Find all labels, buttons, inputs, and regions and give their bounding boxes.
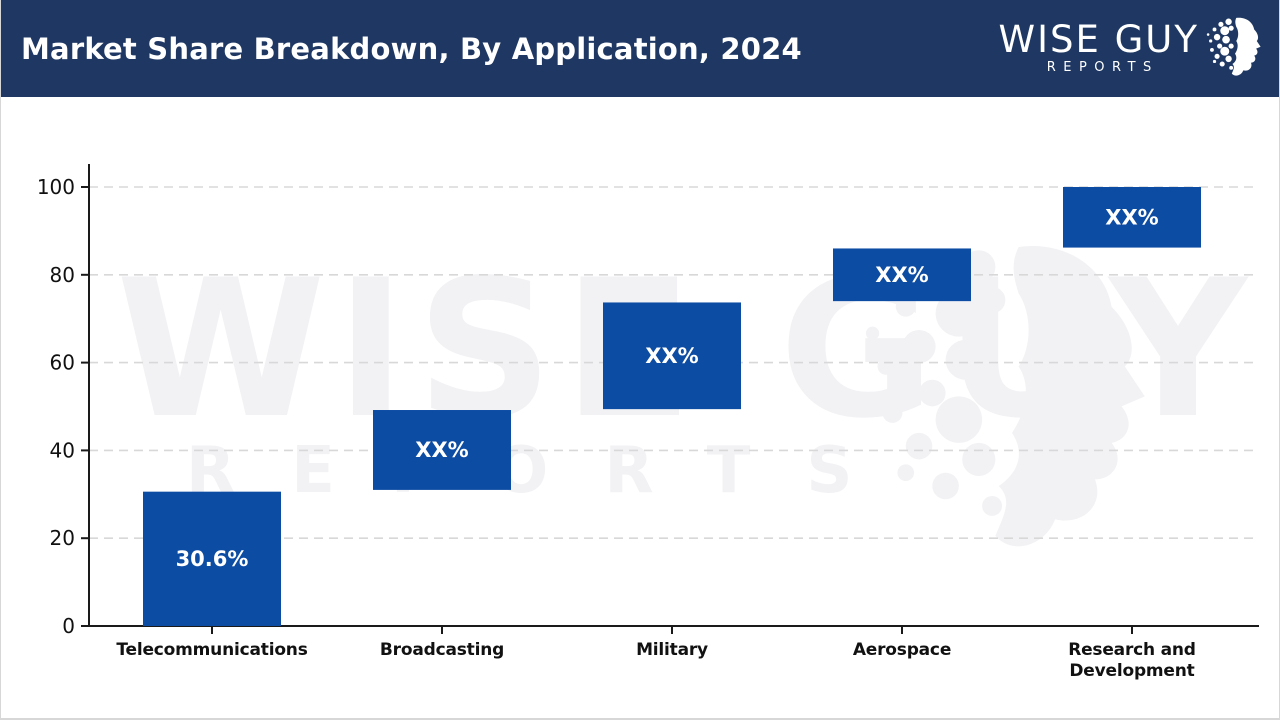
chart-canvas: WISE GUY REPORTS 0 20 40 60 80 100 30.6% XX% XX%…	[1, 97, 1279, 718]
chart-title: Market Share Breakdown, By Application, …	[21, 31, 802, 66]
bar-value-label-0: 30.6%	[176, 547, 249, 571]
bar-value-label-3: XX%	[875, 263, 928, 287]
y-tick-label-20: 20	[50, 526, 75, 550]
wise-guy-logo: WISE GUY REPORTS	[999, 6, 1267, 90]
bar-telecommunications	[143, 491, 281, 626]
bar-value-label-2: XX%	[645, 344, 698, 368]
header-bar: Market Share Breakdown, By Application, …	[1, 0, 1279, 97]
watermark-head-icon	[865, 245, 1145, 547]
y-tick-label-100: 100	[37, 175, 75, 199]
y-tick-label-60: 60	[50, 351, 75, 375]
logo-head-icon	[1206, 17, 1261, 76]
bar-military	[603, 302, 741, 410]
logo-wordmark-sub: REPORTS	[1046, 60, 1159, 76]
bar-broadcasting	[373, 410, 511, 490]
logo-wordmark-main: WISE GUY	[998, 17, 1199, 61]
logo-wordmark: WISE GUY REPORTS	[998, 17, 1199, 76]
bar-value-label-1: XX%	[415, 438, 468, 462]
bar-value-label-4: XX%	[1105, 205, 1158, 229]
y-tick-label-40: 40	[50, 438, 75, 462]
y-tick-label-80: 80	[50, 263, 75, 287]
bar-aerospace	[833, 248, 971, 302]
y-tick-label-0: 0	[62, 614, 75, 638]
bar-research-and-development	[1063, 187, 1201, 248]
waterfall-chart: 0 20 40 60 80 100 30.6% XX% XX% XX% XX%	[37, 164, 1259, 638]
